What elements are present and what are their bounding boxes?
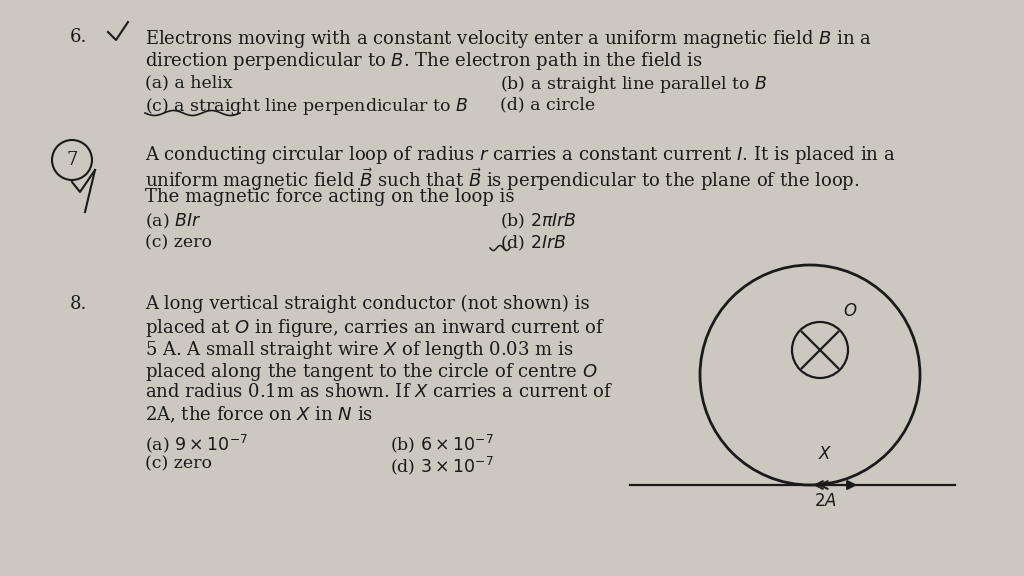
Text: $2A$: $2A$ — [814, 493, 837, 510]
Text: A long vertical straight conductor (not shown) is: A long vertical straight conductor (not … — [145, 295, 590, 313]
Text: 6.: 6. — [70, 28, 87, 46]
Text: and radius 0.1m as shown. If $X$ carries a current of: and radius 0.1m as shown. If $X$ carries… — [145, 383, 613, 401]
Text: $O$: $O$ — [843, 303, 857, 320]
Text: (b) $6 \times 10^{-7}$: (b) $6 \times 10^{-7}$ — [390, 433, 494, 456]
Text: (b) $2\pi IrB$: (b) $2\pi IrB$ — [500, 212, 577, 231]
Text: (a) $BIr$: (a) $BIr$ — [145, 212, 202, 231]
Text: 7: 7 — [67, 151, 78, 169]
Text: 2A, the force on $X$ in $N$ is: 2A, the force on $X$ in $N$ is — [145, 405, 373, 425]
Text: (c) zero: (c) zero — [145, 234, 212, 251]
Text: (d) a circle: (d) a circle — [500, 96, 595, 113]
Text: (c) a straight line perpendicular to $B$: (c) a straight line perpendicular to $B$ — [145, 96, 468, 117]
Text: placed at $O$ in figure, carries an inward current of: placed at $O$ in figure, carries an inwa… — [145, 317, 605, 339]
Text: 5 A. A small straight wire $X$ of length 0.03 m is: 5 A. A small straight wire $X$ of length… — [145, 339, 573, 361]
Text: 8.: 8. — [70, 295, 87, 313]
Text: placed along the tangent to the circle of centre $O$: placed along the tangent to the circle o… — [145, 361, 597, 383]
Text: (d) $2IrB$: (d) $2IrB$ — [500, 234, 566, 253]
Text: The magnetic force acting on the loop is: The magnetic force acting on the loop is — [145, 188, 514, 206]
Text: (c) zero: (c) zero — [145, 455, 212, 472]
Text: $X$: $X$ — [818, 446, 833, 463]
Text: (a) $9 \times 10^{-7}$: (a) $9 \times 10^{-7}$ — [145, 433, 248, 456]
Text: direction perpendicular to $B$. The electron path in the field is: direction perpendicular to $B$. The elec… — [145, 50, 702, 72]
Text: uniform magnetic field $\vec{B}$ such that $\vec{B}$ is perpendicular to the pla: uniform magnetic field $\vec{B}$ such th… — [145, 166, 859, 193]
Text: A conducting circular loop of radius $r$ carries a constant current $I$. It is p: A conducting circular loop of radius $r$… — [145, 144, 895, 166]
Text: (d) $3 \times 10^{-7}$: (d) $3 \times 10^{-7}$ — [390, 455, 494, 478]
Text: (a) a helix: (a) a helix — [145, 74, 232, 91]
Text: (b) a straight line parallel to $B$: (b) a straight line parallel to $B$ — [500, 74, 768, 95]
Text: Electrons moving with a constant velocity enter a uniform magnetic field $B$ in : Electrons moving with a constant velocit… — [145, 28, 871, 50]
